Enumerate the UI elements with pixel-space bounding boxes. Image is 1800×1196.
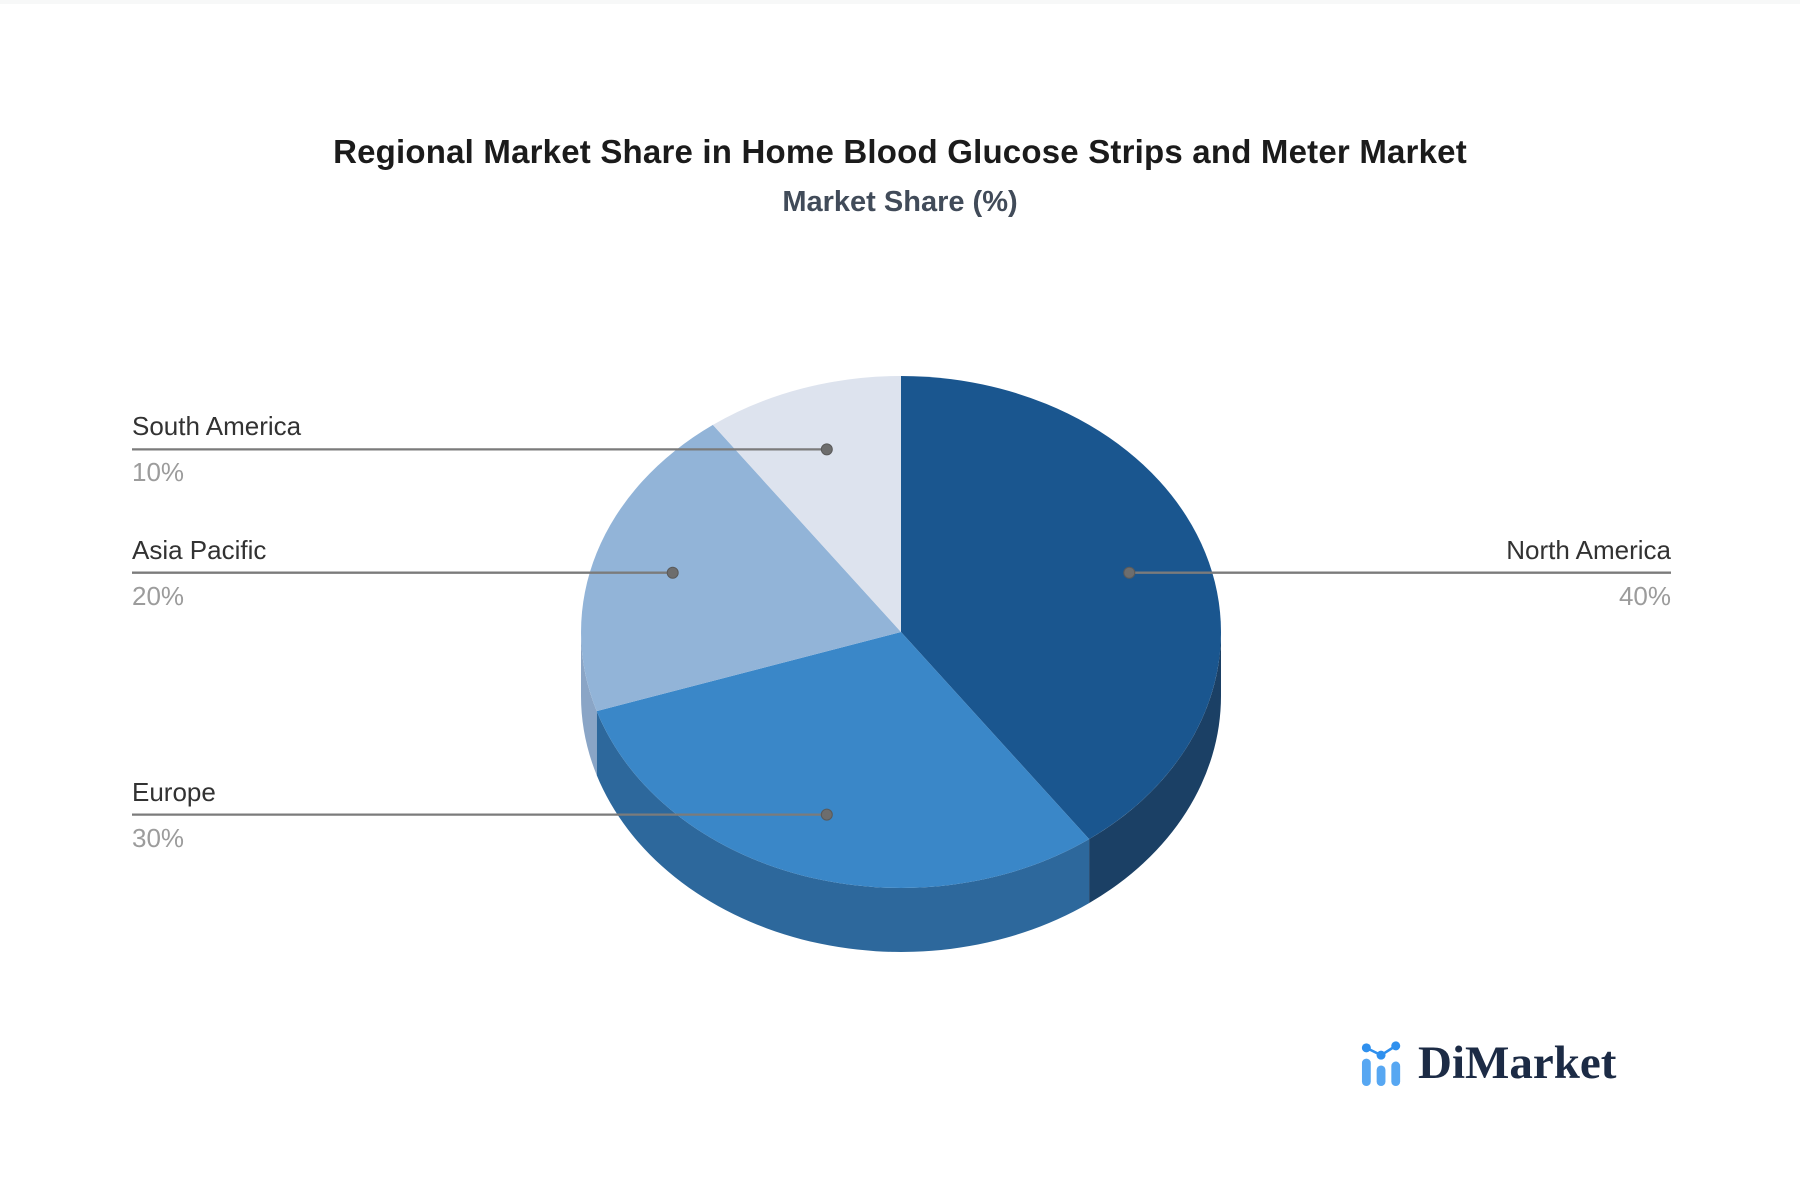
pie-slice-asia-pacific[interactable] [581, 424, 901, 712]
callout-label: North America [1506, 534, 1671, 565]
callout-value: 30% [132, 822, 185, 853]
leader-dot-asia-pacific [666, 566, 679, 579]
pie-slice-depth-north-america [1089, 632, 1221, 904]
logo-text: DiMarket [1418, 1037, 1617, 1089]
pie-slice-europe[interactable] [596, 632, 1090, 888]
callout-south-america: South America 10% [132, 413, 301, 485]
pie-slice-depth-europe [596, 711, 1090, 952]
callout-asia-pacific: Asia Pacific 20% [132, 537, 266, 609]
callout-north-america: North America 40% [1506, 537, 1671, 609]
logo: DiMarket [1360, 1040, 1616, 1087]
window-top-edge [0, 0, 1800, 4]
chart-title: Regional Market Share in Home Blood Gluc… [333, 133, 1467, 170]
chart-subtitle: Market Share (%) [782, 186, 1018, 218]
callout-label: Europe [132, 776, 216, 807]
callout-label: Asia Pacific [132, 534, 267, 565]
leader-dot-south-america [820, 443, 833, 456]
leader-dot-north-america [1123, 566, 1136, 579]
bar-line-chart-icon [1361, 1041, 1401, 1087]
pie-slice-north-america[interactable] [901, 376, 1221, 840]
leader-dot-europe [820, 808, 833, 821]
callout-label: South America [132, 411, 302, 442]
callout-value: 10% [132, 457, 185, 488]
pie-slice-south-america[interactable] [712, 376, 901, 632]
callout-europe: Europe 30% [132, 779, 216, 851]
callout-value: 20% [132, 580, 185, 611]
pie-slice-depth-asia-pacific [581, 632, 597, 776]
callout-value: 40% [1618, 580, 1671, 611]
